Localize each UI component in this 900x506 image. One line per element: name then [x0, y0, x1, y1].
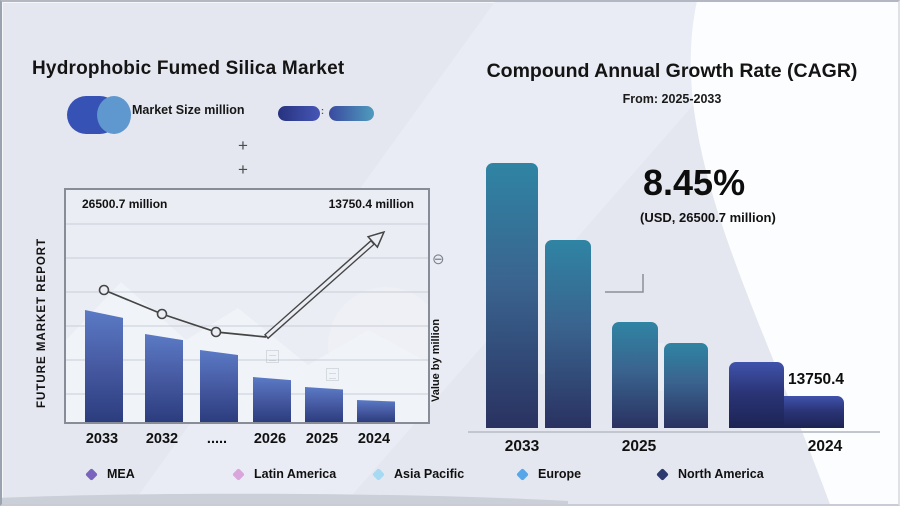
document-watermark-icon [326, 368, 339, 381]
x-axis-label-2024: 2024 [357, 431, 391, 447]
blob-watermark [328, 287, 428, 403]
plus-icon: + [238, 160, 248, 179]
x-axis-label-2033: 2033 [85, 431, 119, 447]
future-market-report-watermark: FUTURE MARKET REPORT [36, 237, 48, 409]
line-markers [98, 284, 222, 338]
market-size-chart: 26500.7 million 13750.4 million [64, 188, 430, 424]
legend-item-latin-america: Latin America [232, 466, 337, 482]
gradient-pill-right [329, 106, 374, 121]
legend-item-north-america: North America [656, 466, 764, 482]
x-axis-label-2025: 2025 [305, 431, 339, 447]
x-axis-label-2032: 2032 [145, 431, 179, 447]
right-x-label-2025: 2025 [621, 438, 657, 455]
legend-diamond-icon [656, 467, 669, 481]
x-axis-label-2026: 2026 [253, 431, 287, 447]
bar-gap-slit [538, 240, 545, 374]
market-size-bar-2024 [357, 400, 395, 422]
legend-item-europe: Europe [516, 466, 582, 482]
x-axis-label-.....: ..... [206, 431, 228, 447]
right-x-label-2033: 2033 [504, 438, 540, 455]
cylinder-icon [67, 96, 131, 134]
background-white-swoosh [690, 2, 898, 504]
market-size-bar-2026 [253, 377, 291, 422]
market-size-label: Market Size million [132, 103, 245, 117]
right-x-label-2024: 2024 [807, 438, 843, 455]
cagr-detail: (USD, 26500.7 million) [640, 210, 776, 225]
market-size-bar-2033 [85, 310, 123, 422]
bar-gap-slit [658, 343, 664, 391]
right-chart-baseline [468, 431, 880, 433]
right-panel-title: Compound Annual Growth Rate (CAGR) [486, 60, 858, 82]
right-panel-subtitle: From: 2025-2033 [622, 92, 722, 106]
bar-secondary-2025 [664, 343, 708, 428]
legend-item-mea: MEA [85, 466, 135, 482]
market-size-bar-..... [200, 350, 238, 422]
y-axis-label: Value by million [430, 318, 442, 402]
arrowhead [366, 230, 386, 249]
legend-label: Europe [538, 467, 582, 481]
bottom-gray-strip [2, 493, 568, 504]
left-bars [66, 190, 428, 422]
legend-label: Latin America [254, 467, 337, 481]
bar-primary-2025 [612, 322, 658, 428]
bar-secondary-2033 [545, 240, 591, 428]
legend-label: North America [678, 467, 764, 481]
document-watermark-icon [266, 350, 279, 363]
cagr-bar-group-2024 [729, 163, 844, 428]
legend-diamond-icon [372, 467, 385, 481]
cagr-value: 8.45% [643, 162, 746, 203]
left-x-axis-labels: 2033 2032..... 2026 2025 2024 [64, 431, 430, 451]
gradient-pill-left [278, 106, 320, 121]
bar-primary-2033 [486, 163, 538, 428]
market-size-bar-2032 [145, 334, 183, 422]
value-13750-label: 13750.4 [788, 371, 845, 388]
plus-icon: + [238, 136, 248, 155]
left-panel-title: Hydrophobic Fumed Silica Market [32, 58, 345, 79]
cagr-bar-group-2033 [486, 163, 591, 428]
legend-diamond-icon [85, 467, 98, 481]
trend-line-overlay [98, 230, 386, 340]
circle-minus-icon: ⊖ [432, 251, 445, 268]
legend-label: Asia Pacific [394, 467, 465, 481]
end-value-label: 13750.4 million [328, 197, 414, 211]
cagr-bar-group-2025 [612, 163, 708, 428]
start-value-label: 26500.7 million [82, 197, 168, 211]
bar-secondary-2024 [784, 396, 844, 428]
pill-separator: : [321, 106, 324, 116]
gridlines [66, 223, 428, 395]
bar-primary-2024 [729, 362, 784, 428]
legend-item-asia-pacific: Asia Pacific [372, 466, 465, 482]
legend-diamond-icon [232, 467, 245, 481]
legend-diamond-icon [516, 467, 529, 481]
market-size-bar-2025 [305, 387, 343, 422]
legend-label: MEA [107, 467, 135, 481]
